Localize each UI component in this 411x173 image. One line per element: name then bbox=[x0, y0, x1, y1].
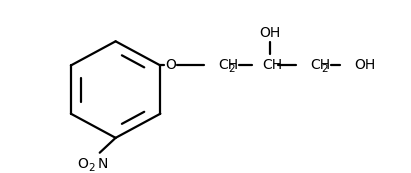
Text: OH: OH bbox=[259, 26, 280, 40]
Text: 2: 2 bbox=[229, 64, 235, 74]
Text: OH: OH bbox=[354, 58, 375, 72]
Text: CH: CH bbox=[310, 58, 330, 72]
Text: CH: CH bbox=[263, 58, 283, 72]
Text: 2: 2 bbox=[321, 64, 328, 74]
Text: 2: 2 bbox=[88, 163, 95, 172]
Text: O: O bbox=[165, 58, 176, 72]
Text: O: O bbox=[77, 157, 88, 171]
Text: N: N bbox=[98, 157, 108, 171]
Text: CH: CH bbox=[218, 58, 238, 72]
